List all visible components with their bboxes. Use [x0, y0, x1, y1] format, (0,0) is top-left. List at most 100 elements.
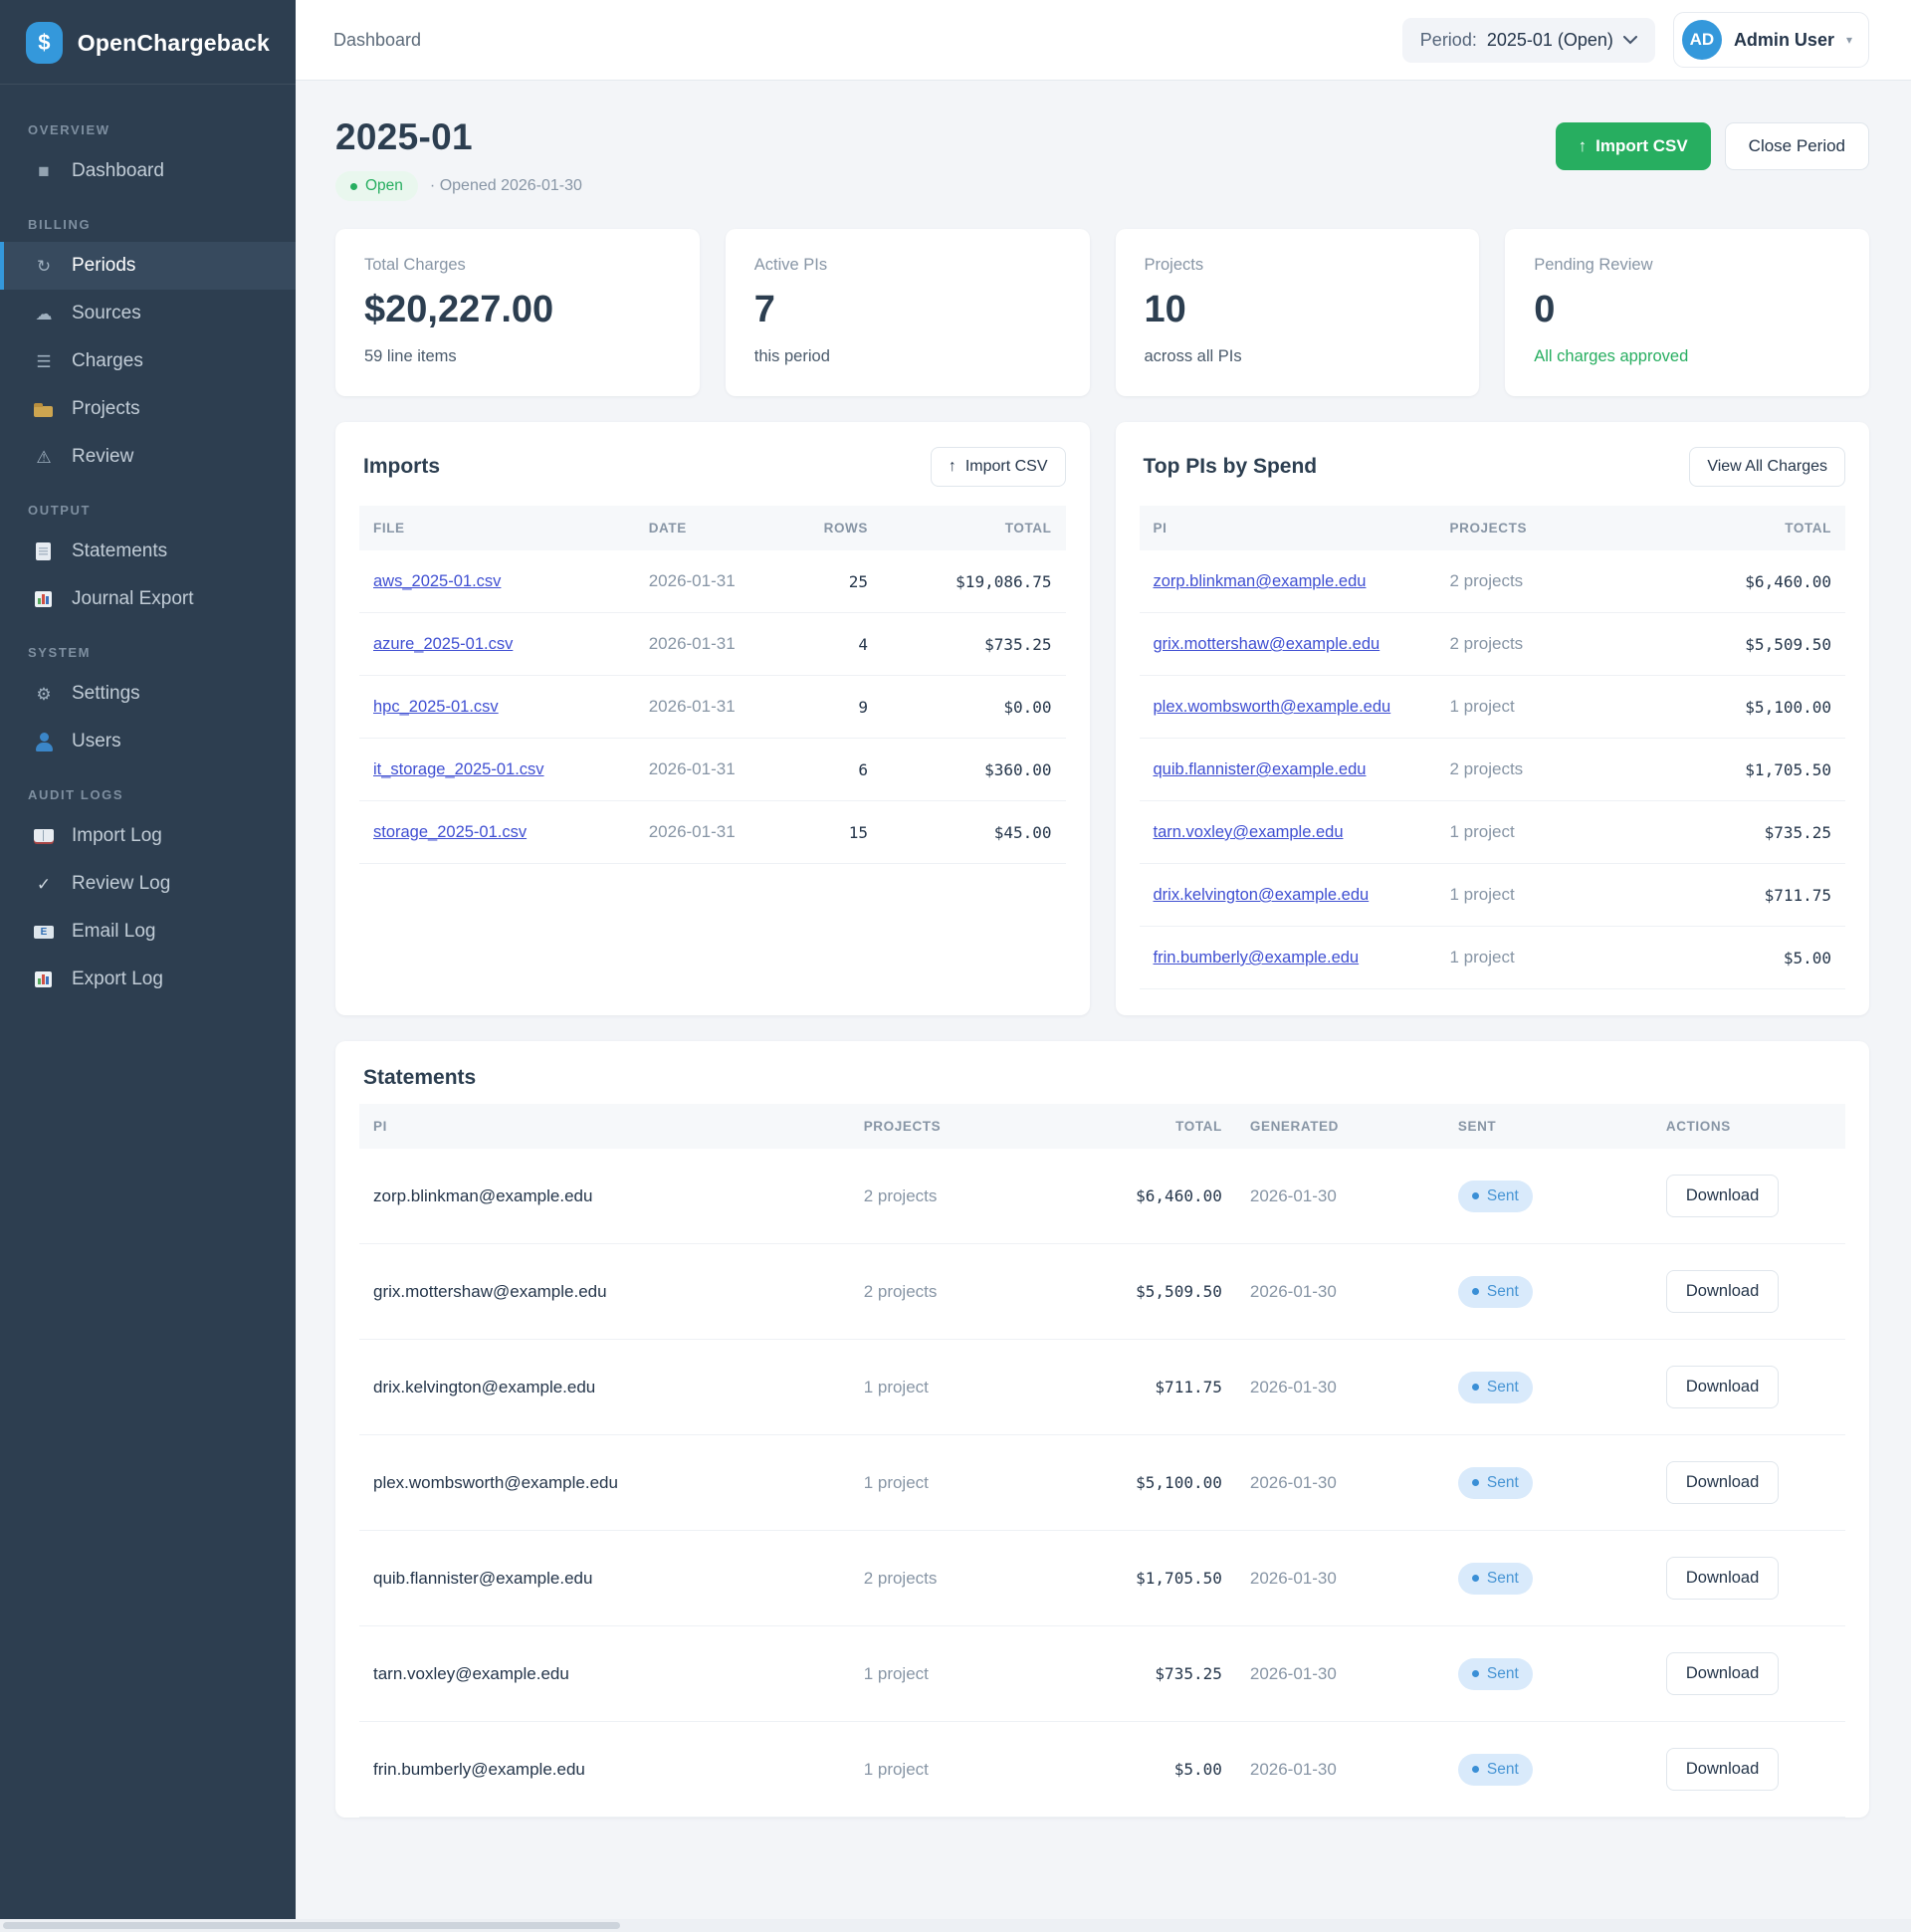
pi-cell: frin.bumberly@example.edu [1139, 926, 1436, 989]
pi-link[interactable]: plex.wombsworth@example.edu [1153, 698, 1391, 716]
sidebar-item-export-log[interactable]: Export Log [0, 956, 296, 1003]
sidebar-item-charges[interactable]: ☰ Charges [0, 337, 296, 385]
column-header-actions: ACTIONS [1651, 1104, 1845, 1149]
sidebar-item-users[interactable]: Users [0, 718, 296, 765]
sidebar-item-import-log[interactable]: Import Log [0, 812, 296, 860]
top-pi-row: plex.wombsworth@example.edu 1 project $5,1… [1139, 675, 1845, 739]
sidebar-item-dashboard[interactable]: ■ Dashboard [0, 147, 296, 195]
sidebar-item-statements[interactable]: Statements [0, 528, 296, 575]
statement-sent-cell: Sent [1443, 1243, 1652, 1340]
sidebar-item-review-log[interactable]: ✓ Review Log [0, 860, 296, 908]
folder-icon [32, 399, 56, 420]
status-badge-label: Open [365, 177, 403, 194]
pi-projects-cell: 1 project [1435, 863, 1627, 927]
pi-link[interactable]: grix.mottershaw@example.edu [1153, 635, 1380, 653]
sidebar-item-settings[interactable]: ⚙ Settings [0, 670, 296, 718]
download-button[interactable]: Download [1665, 1652, 1780, 1695]
pi-link[interactable]: zorp.blinkman@example.edu [1153, 572, 1367, 590]
statement-projects-cell: 2 projects [849, 1243, 1088, 1340]
statement-pi-cell: zorp.blinkman@example.edu [359, 1149, 850, 1244]
download-button[interactable]: Download [1665, 1461, 1780, 1504]
pi-link[interactable]: frin.bumberly@example.edu [1153, 949, 1360, 966]
close-period-button[interactable]: Close Period [1724, 122, 1869, 170]
download-button[interactable]: Download [1665, 1366, 1780, 1408]
user-menu[interactable]: AD Admin User ▾ [1672, 12, 1869, 68]
sidebar-item-projects[interactable]: Projects [0, 385, 296, 433]
view-all-charges-button[interactable]: View All Charges [1689, 447, 1845, 487]
import-file-link[interactable]: azure_2025-01.csv [373, 635, 514, 653]
sidebar-item-sources[interactable]: ☁ Sources [0, 290, 296, 337]
chart-icon [32, 969, 56, 990]
pi-projects-cell: 2 projects [1435, 738, 1627, 801]
pi-link[interactable]: drix.kelvington@example.edu [1153, 886, 1370, 904]
download-button[interactable]: Download [1665, 1748, 1780, 1791]
sent-badge: Sent [1457, 1562, 1533, 1595]
sent-badge: Sent [1457, 1275, 1533, 1308]
import-total-cell: $45.00 [882, 800, 1066, 864]
pi-link[interactable]: quib.flannister@example.edu [1153, 760, 1367, 778]
column-header-total: TOTAL [882, 506, 1066, 550]
download-button[interactable]: Download [1665, 1270, 1780, 1313]
sidebar: $ OpenChargeback OVERVIEW ■ Dashboard BILLI… [0, 0, 296, 1919]
import-total-cell: $0.00 [882, 675, 1066, 739]
statement-projects-cell: 2 projects [849, 1149, 1088, 1244]
sidebar-item-periods[interactable]: ↻ Periods [0, 242, 296, 290]
download-button[interactable]: Download [1665, 1557, 1780, 1600]
statement-row: frin.bumberly@example.edu 1 project $5.00 2… [359, 1721, 1845, 1818]
import-row: aws_2025-01.csv 2026-01-31 25 $19,086.75 [359, 550, 1066, 613]
pi-total-cell: $735.25 [1626, 800, 1845, 864]
top-pi-row: quib.flannister@example.edu 2 projects $1,… [1139, 738, 1845, 801]
statement-pi-cell: drix.kelvington@example.edu [359, 1339, 850, 1435]
sent-badge: Sent [1457, 1371, 1533, 1403]
import-rows-cell: 9 [789, 675, 883, 739]
import-file-link[interactable]: it_storage_2025-01.csv [373, 760, 544, 778]
stats-row: Total Charges $20,227.00 59 line items Acti… [335, 229, 1869, 396]
import-file-link[interactable]: aws_2025-01.csv [373, 572, 502, 590]
import-file-link[interactable]: storage_2025-01.csv [373, 823, 528, 841]
column-header-total: TOTAL [1626, 506, 1845, 550]
sent-badge-label: Sent [1486, 1186, 1519, 1204]
sidebar-item-review[interactable]: ⚠ Review [0, 433, 296, 481]
sidebar-item-label: Statements [72, 540, 168, 561]
nav-section-billing: BILLING ↻ Periods ☁ Sources ☰ Charges Projects ⚠… [0, 205, 296, 481]
import-file-cell: it_storage_2025-01.csv [359, 738, 635, 801]
imports-panel-title: Imports [363, 455, 441, 478]
sent-badge: Sent [1457, 1753, 1533, 1786]
import-row: it_storage_2025-01.csv 2026-01-31 6 $360.00 [359, 738, 1066, 801]
import-csv-button[interactable]: ↑ Import CSV [1555, 122, 1711, 170]
top-pi-row: grix.mottershaw@example.edu 2 projects $5,… [1139, 612, 1845, 676]
pi-projects-cell: 1 project [1435, 675, 1627, 739]
horizontal-scrollbar[interactable] [0, 1919, 1911, 1932]
statement-row: drix.kelvington@example.edu 1 project $711… [359, 1339, 1845, 1435]
download-button[interactable]: Download [1665, 1175, 1780, 1217]
sent-badge: Sent [1457, 1657, 1533, 1690]
column-header-file: FILE [359, 506, 635, 550]
statement-sent-cell: Sent [1443, 1625, 1652, 1722]
sent-badge-label: Sent [1486, 1760, 1519, 1778]
sidebar-item-email-log[interactable]: Email Log [0, 908, 296, 956]
stat-label: Total Charges [364, 256, 466, 274]
document-icon [32, 541, 56, 562]
statement-total-cell: $735.25 [1087, 1625, 1236, 1722]
stat-value: 10 [1144, 289, 1186, 330]
sidebar-item-journal-export[interactable]: Journal Export [0, 575, 296, 623]
import-file-link[interactable]: hpc_2025-01.csv [373, 698, 499, 716]
avatar: AD [1681, 20, 1722, 60]
main-area: Dashboard Period: 2025-01 (Open) AD Admi… [296, 0, 1911, 1919]
pi-link[interactable]: tarn.voxley@example.edu [1153, 823, 1344, 841]
column-header-total: TOTAL [1087, 1104, 1236, 1149]
imports-import-csv-button[interactable]: ↑ Import CSV [930, 447, 1066, 487]
horizontal-scrollbar-thumb[interactable] [3, 1922, 620, 1929]
statement-pi-cell: frin.bumberly@example.edu [359, 1721, 850, 1818]
stat-note: across all PIs [1144, 347, 1242, 365]
top-pis-panel: Top PIs by Spend View All Charges PI PROJ… [1115, 422, 1869, 1015]
statement-generated-cell: 2026-01-30 [1235, 1243, 1444, 1340]
stat-card-pending-review: Pending Review 0 All charges approved [1505, 229, 1869, 396]
gear-icon: ⚙ [36, 684, 52, 704]
statement-actions-cell: Download [1651, 1721, 1845, 1818]
blue-dot-icon [1471, 1766, 1479, 1773]
sidebar-item-label: Users [72, 731, 121, 751]
top-pi-row: tarn.voxley@example.edu 1 project $735.25 [1139, 800, 1845, 864]
stat-label: Projects [1144, 256, 1204, 274]
period-selector[interactable]: Period: 2025-01 (Open) [1401, 17, 1655, 63]
